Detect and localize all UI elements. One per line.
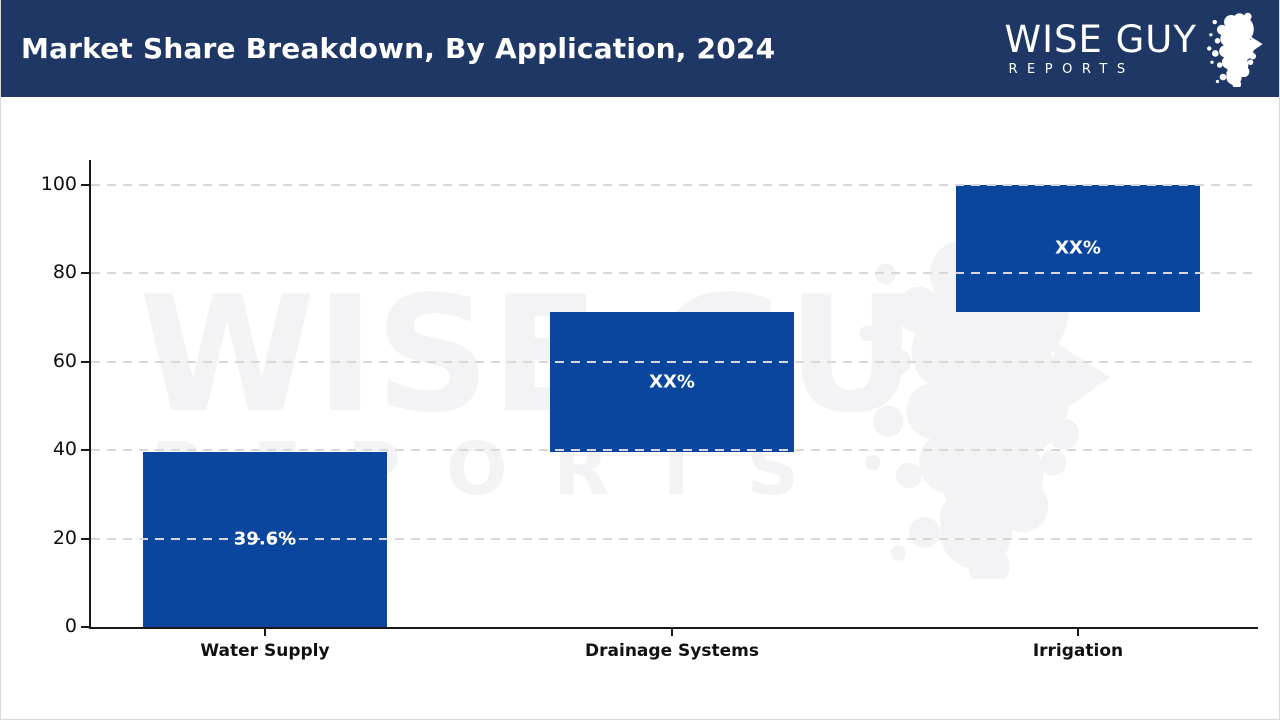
y-tick-label: 0 — [64, 615, 77, 637]
gridline — [91, 537, 1256, 540]
chart-title: Market Share Breakdown, By Application, … — [21, 32, 776, 65]
bar — [550, 311, 794, 452]
y-tick-label: 20 — [52, 526, 77, 549]
bar-label: XX% — [1055, 237, 1101, 259]
x-tick-mark — [264, 627, 266, 636]
y-tick-mark — [81, 626, 89, 628]
x-tick-label: Drainage Systems — [585, 641, 759, 661]
gridline — [91, 449, 1256, 452]
logo-text: WISE GUY REPORTS — [1005, 21, 1197, 77]
header: Market Share Breakdown, By Application, … — [1, 0, 1279, 97]
x-tick-mark — [1077, 627, 1079, 636]
x-tick-label: Water Supply — [200, 641, 330, 661]
wise-guy-logo: WISE GUY REPORTS — [1005, 10, 1267, 87]
chart-body: WISE GUY REPORTS 0 20 40 60 80 100 39.6% XX% XX%… — [1, 97, 1279, 719]
y-tick-mark — [81, 272, 89, 275]
y-tick-label: 60 — [52, 349, 77, 372]
gridline — [91, 360, 1256, 363]
plot-area: 0 20 40 60 80 100 39.6% XX% XX% Water Supply Drain… — [1, 97, 1279, 719]
logo-wordmark: WISE GUY — [1004, 17, 1197, 61]
x-axis-line — [89, 627, 1258, 629]
y-tick-label: 100 — [40, 173, 77, 195]
gridline — [91, 272, 1256, 275]
y-tick-mark — [81, 537, 89, 540]
y-tick-mark — [81, 360, 89, 363]
y-axis-line — [89, 160, 91, 629]
logo-head-icon — [1201, 10, 1267, 87]
y-tick-label: 40 — [52, 438, 77, 461]
bar-label: XX% — [649, 371, 695, 393]
x-tick-label: Irrigation — [1032, 641, 1124, 661]
x-tick-mark — [671, 627, 673, 636]
logo-subtext: REPORTS — [1008, 61, 1135, 77]
gridline — [91, 184, 1256, 186]
y-tick-mark — [81, 184, 89, 186]
y-tick-label: 80 — [52, 261, 77, 284]
y-tick-mark — [81, 449, 89, 452]
bar-label: 39.6% — [233, 528, 297, 550]
